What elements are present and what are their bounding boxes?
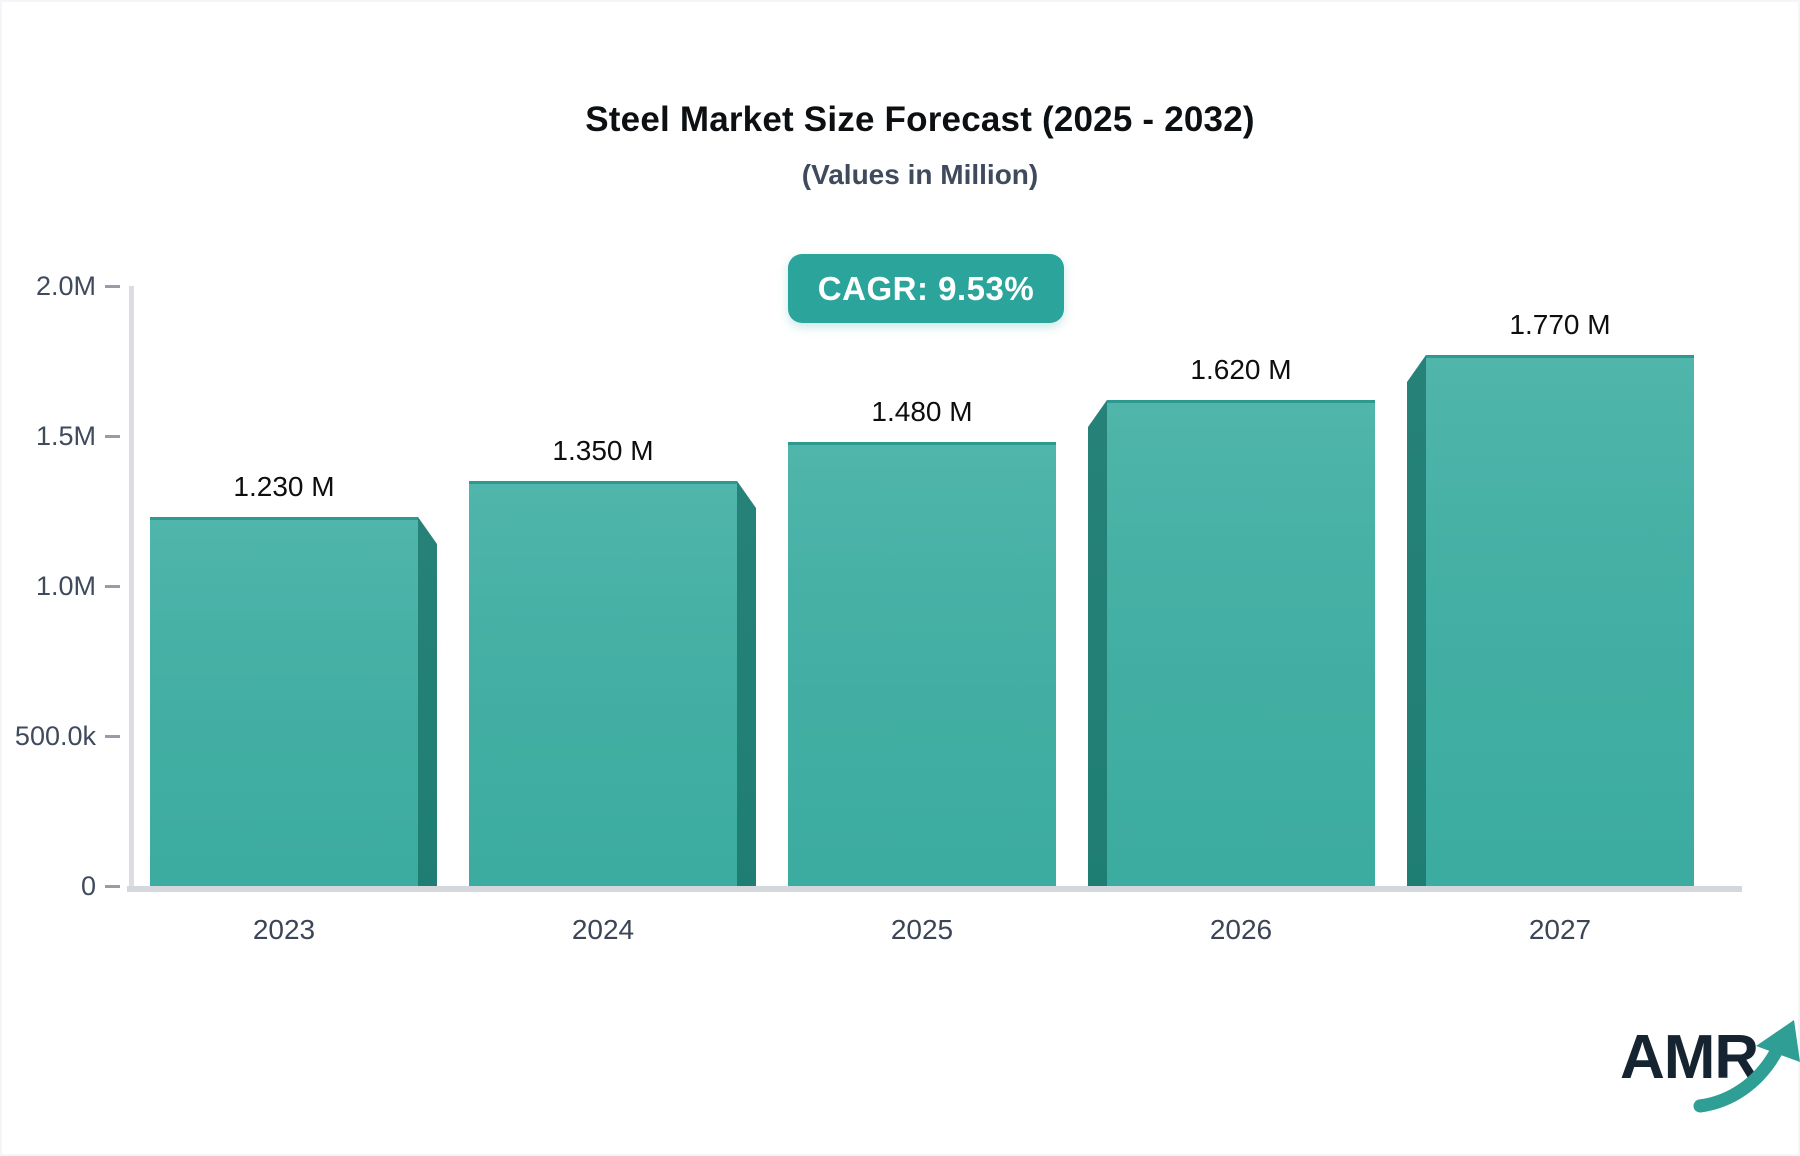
bar-value-label-2023: 1.230 M bbox=[233, 471, 335, 502]
y-axis-tick-label: 1.0M bbox=[35, 571, 96, 601]
bar-2026[interactable] bbox=[1107, 400, 1375, 886]
bar-2023[interactable] bbox=[150, 517, 418, 886]
bar-side-face-2027 bbox=[1407, 355, 1426, 886]
amr-logo: AMR bbox=[1598, 1008, 1800, 1118]
chart-subtitle: (Values in Million) bbox=[801, 159, 1039, 190]
y-axis-tick-label: 2.0M bbox=[35, 271, 96, 301]
chart-title: Steel Market Size Forecast (2025 - 2032) bbox=[585, 100, 1255, 139]
y-axis-tick-label: 0 bbox=[80, 871, 96, 901]
y-axis-tick-mark bbox=[105, 285, 120, 288]
bar-2027[interactable] bbox=[1426, 355, 1694, 886]
y-axis-tick-mark bbox=[105, 735, 120, 738]
bar-side-face-2026 bbox=[1088, 400, 1107, 886]
chart-header: Steel Market Size Forecast (2025 - 2032)… bbox=[40, 0, 1800, 192]
x-axis-label-2023: 2023 bbox=[252, 914, 316, 945]
bar-value-label-2027: 1.770 M bbox=[1509, 309, 1611, 340]
y-axis-tick-mark bbox=[105, 435, 120, 438]
x-axis-label-2027: 2027 bbox=[1528, 914, 1592, 945]
amr-logo-text: AMR bbox=[1620, 1023, 1759, 1092]
x-axis-label-2024: 2024 bbox=[571, 914, 635, 945]
y-axis-tick-label: 500.0k bbox=[14, 721, 96, 751]
bar-side-face-2023 bbox=[418, 517, 437, 886]
y-axis-line bbox=[129, 286, 134, 886]
cagr-badge-label: CAGR: 9.53% bbox=[817, 269, 1035, 307]
y-axis-tick-mark bbox=[105, 585, 120, 588]
growth-arrow-icon bbox=[1693, 1020, 1800, 1113]
y-axis-tick-mark bbox=[105, 885, 120, 888]
bar-2025[interactable] bbox=[788, 442, 1056, 886]
bar-2024[interactable] bbox=[469, 481, 737, 886]
bar-side-face-2024 bbox=[737, 481, 756, 886]
x-axis-label-2025: 2025 bbox=[890, 914, 954, 945]
bar-value-label-2025: 1.480 M bbox=[871, 396, 973, 427]
bar-value-label-2026: 1.620 M bbox=[1190, 354, 1292, 385]
cagr-badge: CAGR: 9.53% bbox=[788, 254, 1064, 323]
x-axis-line bbox=[127, 886, 1742, 892]
x-axis-label-2026: 2026 bbox=[1209, 914, 1273, 945]
y-axis-tick-label: 1.5M bbox=[35, 421, 96, 451]
bar-value-label-2024: 1.350 M bbox=[552, 435, 654, 466]
